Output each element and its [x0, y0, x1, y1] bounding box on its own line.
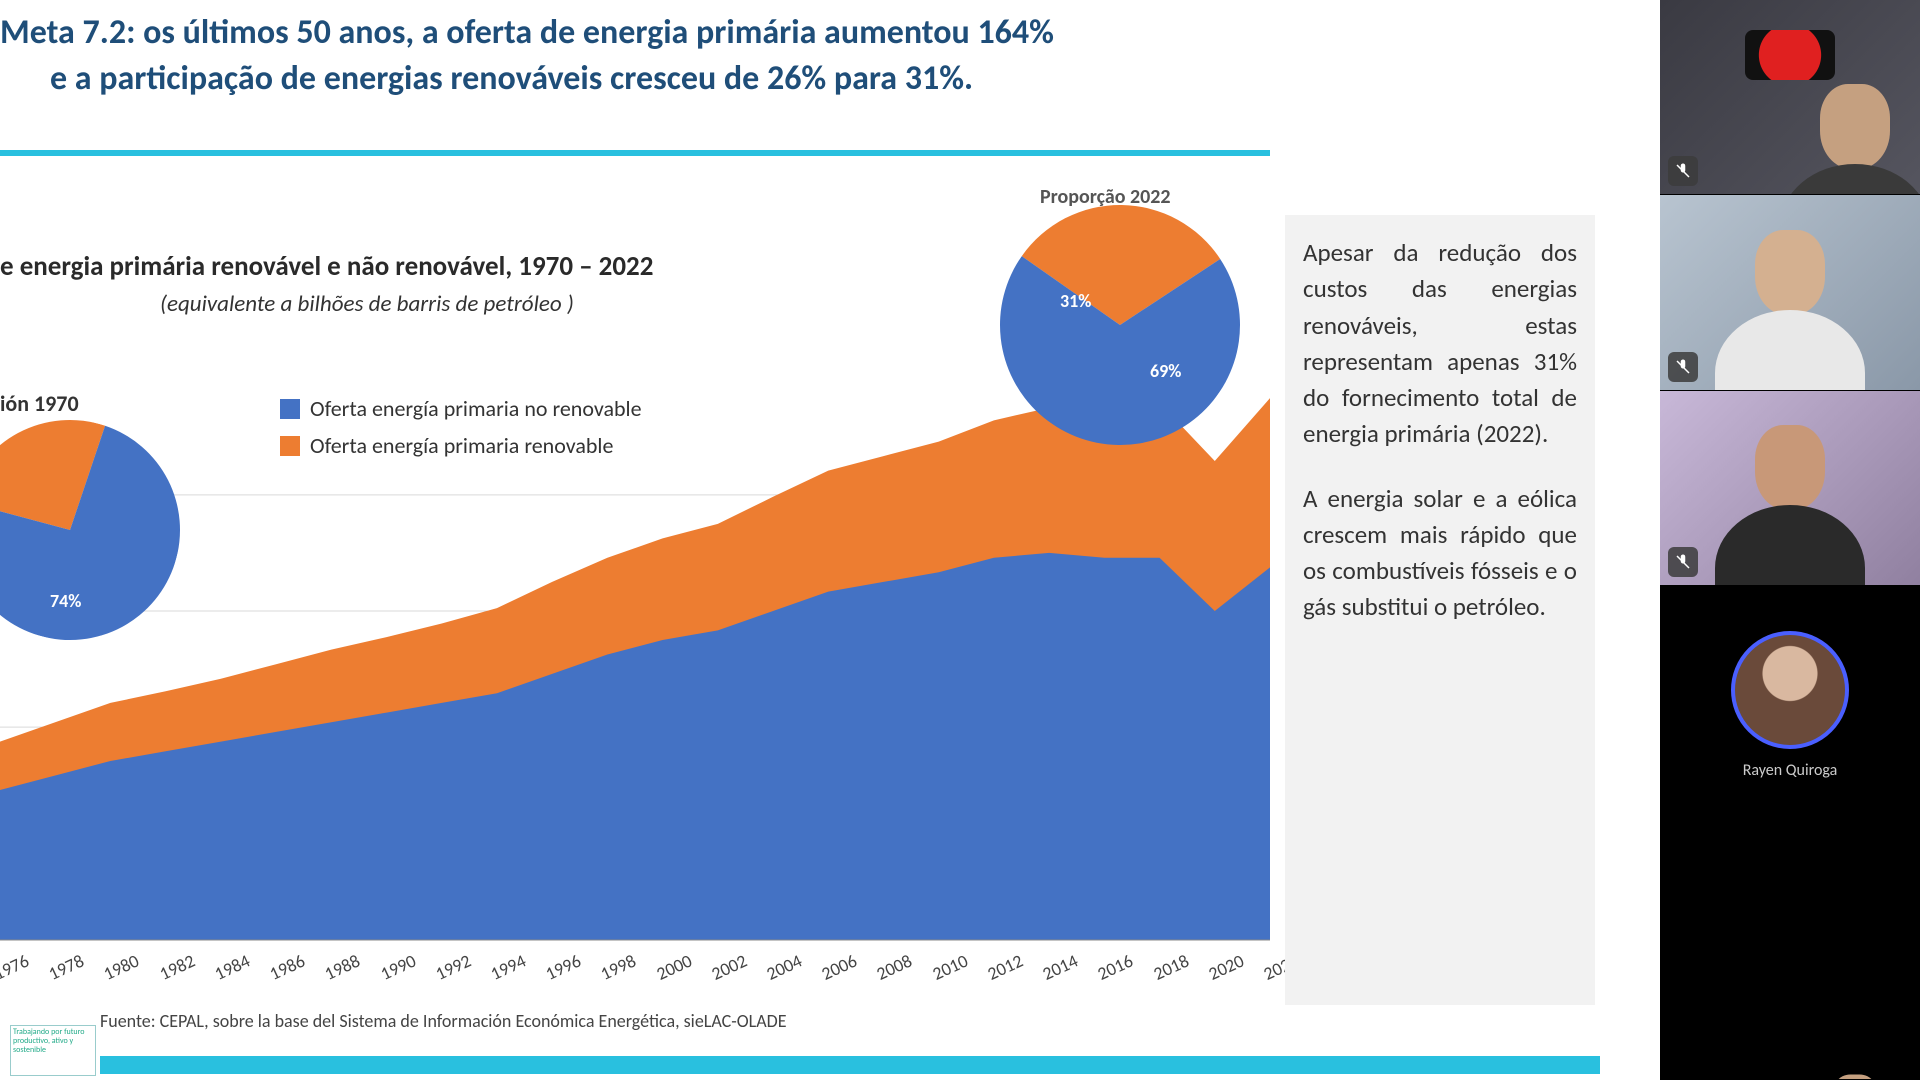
textbox-paragraph-2: A energia solar e a eólica crescem mais …: [1303, 481, 1577, 626]
participant-name: Rayen Quiroga: [1743, 761, 1838, 780]
mute-icon[interactable]: [1668, 547, 1698, 577]
title-line-2: e a participação de energias renováveis …: [0, 56, 1300, 102]
title-divider: [0, 150, 1270, 156]
title-line-1: Meta 7.2: os últimos 50 anos, a oferta d…: [0, 12, 1054, 53]
slide-title: Meta 7.2: os últimos 50 anos, a oferta d…: [0, 10, 1300, 102]
participant-tile[interactable]: [1660, 825, 1920, 1080]
mute-icon[interactable]: [1668, 156, 1698, 186]
pie-2022-label-69: 69%: [1150, 360, 1181, 382]
footer-accent-bar: [100, 1056, 1600, 1074]
participant-tile[interactable]: [1660, 391, 1920, 586]
chart-source: Fuente: CEPAL, sobre la base del Sistema…: [100, 1010, 787, 1032]
presentation-slide: Meta 7.2: os últimos 50 anos, a oferta d…: [0, 0, 1660, 1080]
analysis-textbox: Apesar da redução dos custos das energia…: [1285, 215, 1595, 1005]
chart-title: e energia primária renovável e não renov…: [0, 250, 653, 283]
participant-tile[interactable]: [1660, 0, 1920, 195]
textbox-paragraph-1: Apesar da redução dos custos das energia…: [1303, 235, 1577, 453]
pie-2022-label-31: 31%: [1060, 290, 1091, 312]
participant-tile[interactable]: [1660, 195, 1920, 390]
mute-icon[interactable]: [1668, 352, 1698, 382]
valoriza-badge: [1745, 30, 1835, 80]
footer-logo: Trabajando por futuro productivo, ativo …: [10, 1025, 96, 1076]
chart-subtitle: (equivalente a bilhões de barris de petr…: [160, 290, 574, 318]
avatar-circle: [1731, 631, 1849, 749]
participant-avatar-tile[interactable]: Rayen Quiroga: [1660, 586, 1920, 825]
pie-1970-label-74: 74%: [50, 590, 81, 612]
x-axis-labels: 1976197819801982198419861988199019921994…: [0, 965, 1270, 995]
video-call-sidebar: Rayen Quiroga: [1660, 0, 1920, 1080]
